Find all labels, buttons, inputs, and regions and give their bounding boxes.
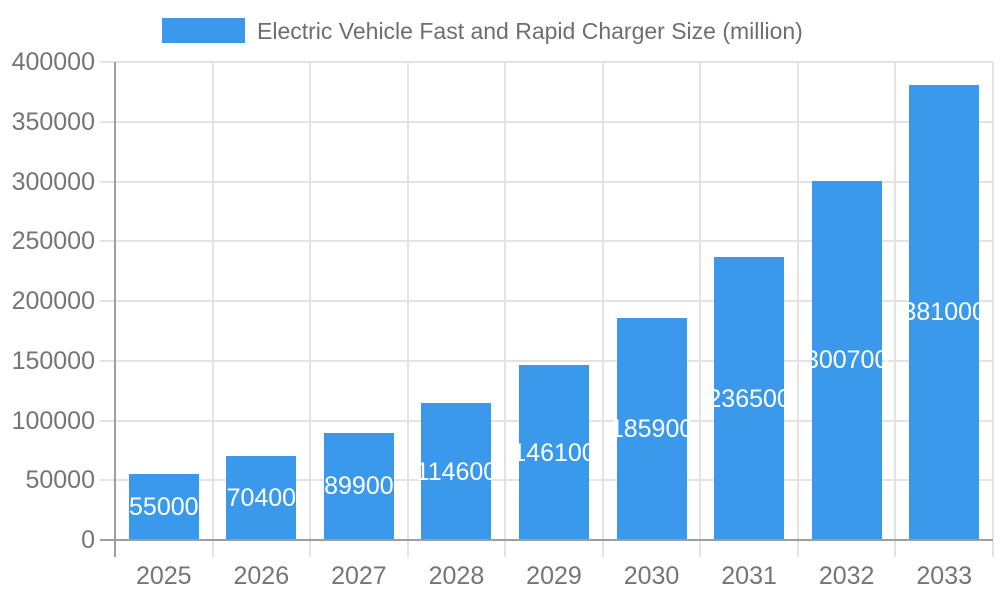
bar-2025 bbox=[128, 474, 199, 540]
y-tick-label: 50000 bbox=[25, 466, 95, 495]
x-tick-label: 2031 bbox=[721, 562, 777, 590]
legend-swatch bbox=[162, 18, 245, 43]
x-axis-line bbox=[100, 539, 993, 541]
bar-value-label: 381000 bbox=[902, 298, 986, 327]
gridline-h bbox=[100, 359, 993, 362]
gridline-v bbox=[211, 62, 214, 557]
gridline-v bbox=[406, 62, 409, 557]
y-tick-label: 250000 bbox=[11, 227, 95, 256]
y-tick-label: 150000 bbox=[11, 346, 95, 375]
bar-value-label: 55000 bbox=[129, 493, 199, 522]
x-tick-label: 2033 bbox=[916, 562, 973, 590]
gridline-v bbox=[504, 62, 507, 557]
bar-2030 bbox=[616, 317, 687, 540]
x-tick-label: 2029 bbox=[526, 562, 582, 590]
x-tick-label: 2030 bbox=[623, 562, 680, 590]
y-tick-label: 0 bbox=[81, 526, 95, 554]
x-tick-label: 2032 bbox=[818, 562, 875, 590]
bar-value-label: 236500 bbox=[707, 384, 791, 413]
gridline-h bbox=[100, 300, 993, 302]
bar-value-label: 70400 bbox=[226, 483, 297, 512]
gridline-v bbox=[894, 62, 897, 557]
chart-legend: Electric Vehicle Fast and Rapid Charger … bbox=[0, 0, 1000, 56]
y-axis-line bbox=[114, 62, 116, 557]
gridline-h bbox=[100, 240, 993, 243]
bar-2028 bbox=[421, 403, 492, 540]
gridline-v bbox=[796, 62, 799, 557]
bar-2033 bbox=[909, 84, 980, 540]
bar-value-label: 185900 bbox=[609, 414, 694, 443]
y-tick-label: 100000 bbox=[11, 406, 95, 435]
bar-2027 bbox=[323, 432, 394, 540]
gridline-v bbox=[309, 62, 312, 557]
bar-value-label: 114600 bbox=[415, 457, 498, 486]
y-tick-label: 200000 bbox=[11, 287, 95, 315]
bar-value-label: 146100 bbox=[512, 438, 596, 467]
bar-value-label: 89900 bbox=[324, 472, 394, 501]
y-tick-label: 350000 bbox=[11, 107, 95, 136]
x-tick-label: 2028 bbox=[428, 562, 485, 590]
gridline-v bbox=[601, 62, 604, 557]
gridline-v bbox=[699, 62, 702, 557]
plot-area: 55000 70400 89900 114600 146100 185900 236500 3… bbox=[100, 61, 994, 557]
y-tick-label: 400000 bbox=[11, 48, 95, 76]
bar-value-label: 300700 bbox=[804, 346, 889, 375]
x-tick-label: 2025 bbox=[135, 562, 192, 590]
gridline-v bbox=[992, 62, 994, 557]
gridline-h bbox=[100, 180, 993, 183]
y-tick-label: 300000 bbox=[11, 167, 95, 196]
gridline-h bbox=[100, 120, 993, 123]
gridline-h bbox=[100, 61, 993, 63]
legend-label: Electric Vehicle Fast and Rapid Charger … bbox=[257, 18, 803, 44]
bar-2032 bbox=[811, 180, 882, 540]
x-tick-label: 2027 bbox=[331, 562, 387, 590]
bar-2031 bbox=[714, 257, 785, 540]
bar-2026 bbox=[226, 455, 297, 540]
bar-2029 bbox=[519, 365, 589, 540]
x-tick-label: 2026 bbox=[233, 562, 290, 590]
